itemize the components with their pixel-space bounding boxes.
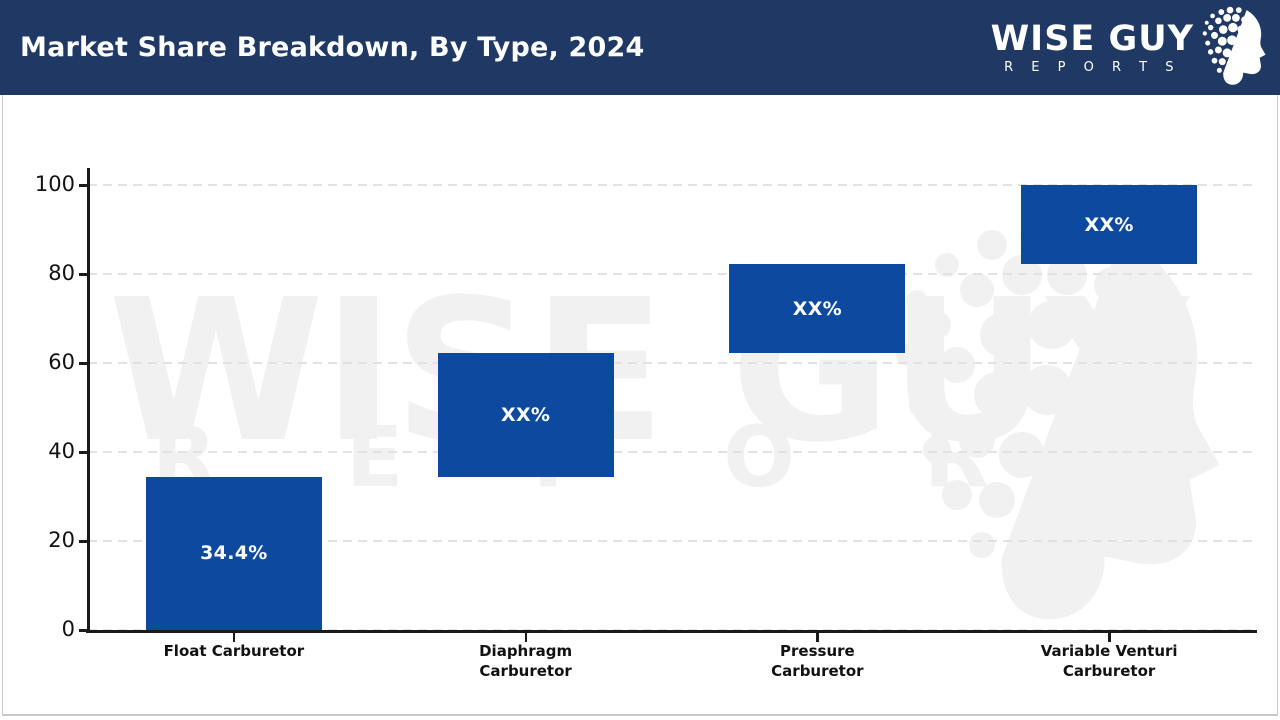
x-axis-category-label: Variable Venturi Carburetor (1040, 642, 1178, 680)
y-axis-tick (79, 273, 88, 276)
logo-wordmark-line2: R E P O R T S (1004, 60, 1181, 75)
x-axis-tick (1108, 633, 1111, 642)
logo-wordmark-line1: WISE GUY (990, 19, 1194, 59)
bar-value-label: XX% (792, 297, 842, 320)
bar-value-label: XX% (1084, 213, 1134, 236)
logo-head-icon (1202, 6, 1266, 85)
y-axis-tick-label: 80 (48, 261, 75, 285)
bar-segment: XX% (1021, 185, 1198, 265)
gridline-y20 (88, 540, 1255, 542)
y-axis-tick-label: 60 (48, 350, 75, 374)
y-axis-tick-label: 40 (48, 439, 75, 463)
bar-value-label: 34.4% (200, 542, 268, 565)
wise-guy-reports-logo: WISE GUY R E P O R T S (991, 6, 1266, 90)
y-axis-tick-label: 20 (48, 528, 75, 552)
y-axis-tick (79, 629, 88, 632)
chart-title: Market Share Breakdown, By Type, 2024 (20, 32, 645, 63)
y-axis-line (87, 168, 90, 633)
x-axis-category-label: Float Carburetor (163, 642, 305, 660)
header-band: Market Share Breakdown, By Type, 2024 WI… (0, 0, 1280, 95)
y-axis-tick-label: 0 (61, 617, 75, 641)
y-axis-tick-label: 100 (34, 172, 75, 196)
x-axis-line (86, 630, 1257, 633)
gridline-y40 (88, 451, 1255, 453)
logo-wordmark: WISE GUY R E P O R T S (991, 20, 1194, 76)
gridline-y80 (88, 273, 1255, 275)
bar-segment: 34.4% (145, 476, 322, 630)
bar-segment: XX% (729, 264, 906, 354)
x-axis-category-label: Diaphragm Carburetor (479, 642, 573, 680)
y-axis-tick (79, 451, 88, 454)
bar-value-label: XX% (501, 404, 551, 427)
y-axis-tick (79, 362, 88, 365)
x-axis-category-label: Pressure Carburetor (771, 642, 864, 680)
y-axis-tick (79, 184, 88, 187)
x-axis-tick (232, 633, 236, 642)
x-axis-tick (816, 633, 819, 642)
gridline-y60 (88, 362, 1255, 364)
watermark-head-icon (896, 218, 1220, 620)
bar-segment: XX% (437, 353, 614, 477)
x-axis-tick (524, 633, 528, 642)
y-axis-tick (79, 540, 88, 543)
gridline-y100 (88, 184, 1255, 186)
